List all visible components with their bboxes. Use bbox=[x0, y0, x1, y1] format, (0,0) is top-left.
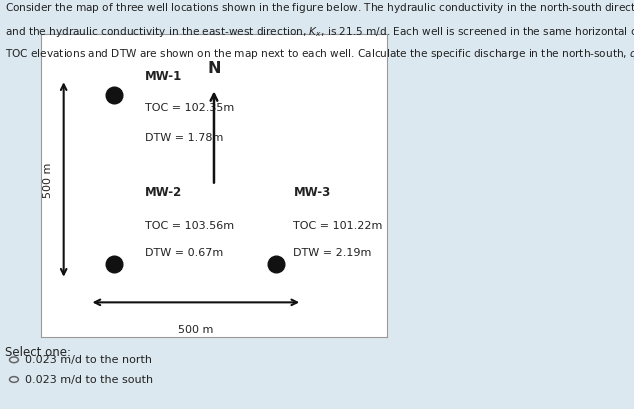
Text: MW-2: MW-2 bbox=[145, 185, 182, 198]
Text: DTW = 2.19m: DTW = 2.19m bbox=[294, 248, 372, 258]
Text: 500 m: 500 m bbox=[178, 324, 214, 334]
Text: N: N bbox=[207, 61, 221, 76]
Text: and the hydraulic conductivity in the east-west direction, $K_x$, is 21.5 m/d. E: and the hydraulic conductivity in the ea… bbox=[5, 25, 634, 38]
Text: DTW = 1.78m: DTW = 1.78m bbox=[145, 133, 223, 143]
Text: MW-1: MW-1 bbox=[145, 70, 182, 83]
Text: DTW = 0.67m: DTW = 0.67m bbox=[145, 248, 223, 258]
Text: TOC = 101.22m: TOC = 101.22m bbox=[294, 220, 383, 230]
Text: TOC elevations and DTW are shown on the map next to each well. Calculate the spe: TOC elevations and DTW are shown on the … bbox=[5, 47, 634, 61]
Text: TOC = 103.56m: TOC = 103.56m bbox=[145, 220, 234, 230]
Text: 500 m: 500 m bbox=[43, 162, 53, 198]
Text: TOC = 102.35m: TOC = 102.35m bbox=[145, 102, 234, 112]
Text: 0.023 m/d to the south: 0.023 m/d to the south bbox=[25, 374, 153, 384]
Text: MW-3: MW-3 bbox=[294, 185, 331, 198]
Text: 0.023 m/d to the north: 0.023 m/d to the north bbox=[25, 355, 152, 364]
Text: Select one:: Select one: bbox=[5, 346, 71, 359]
Text: Consider the map of three well locations shown in the figure below. The hydrauli: Consider the map of three well locations… bbox=[5, 2, 634, 16]
